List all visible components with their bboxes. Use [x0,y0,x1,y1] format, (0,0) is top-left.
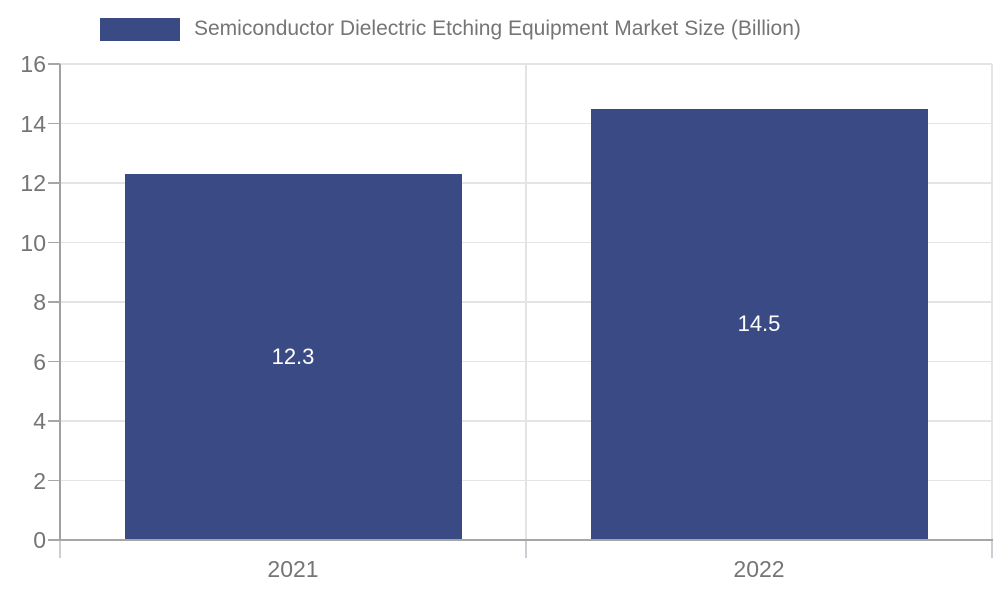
y-axis-tick [48,420,60,422]
y-axis-tick-label: 6 [33,348,46,375]
gridline-vertical [991,64,993,540]
y-axis-tick-label: 14 [20,110,46,137]
y-axis-tick-label: 8 [33,289,46,315]
y-axis-tick-label: 16 [20,51,46,77]
x-axis-category-label: 2021 [267,556,319,582]
bar-value-label: 12.3 [271,344,315,370]
y-axis-tick [48,182,60,184]
y-axis-tick-label: 12 [20,170,46,196]
bar-2022[interactable] [590,108,928,540]
x-axis-tick [59,541,61,558]
plot-area: 12.3 14.5 [60,63,993,540]
legend-label: Semiconductor Dielectric Etching Equipme… [194,17,801,40]
y-axis-tick-label: 10 [20,229,46,256]
legend-item[interactable]: Semiconductor Dielectric Etching Equipme… [100,17,801,41]
y-axis-tick-label: 4 [33,408,46,434]
bar-2021[interactable] [124,174,462,540]
y-axis-tick [48,63,60,65]
x-axis-category-label: 2022 [733,556,785,582]
bar-value-label: 14.5 [737,311,781,337]
y-axis-tick [48,479,60,482]
legend-swatch [100,17,180,41]
y-axis-tick-label: 2 [33,467,46,494]
y-axis-tick [48,241,60,244]
y-axis-tick [48,539,60,541]
y-axis-tick [48,122,60,125]
x-axis-tick [525,541,527,558]
y-axis-tick-label: 0 [33,527,46,553]
y-axis-tick [48,301,60,303]
gridline-vertical [525,64,527,540]
x-axis-tick [991,541,993,558]
y-axis-tick [48,360,60,363]
x-axis-line [59,539,993,541]
